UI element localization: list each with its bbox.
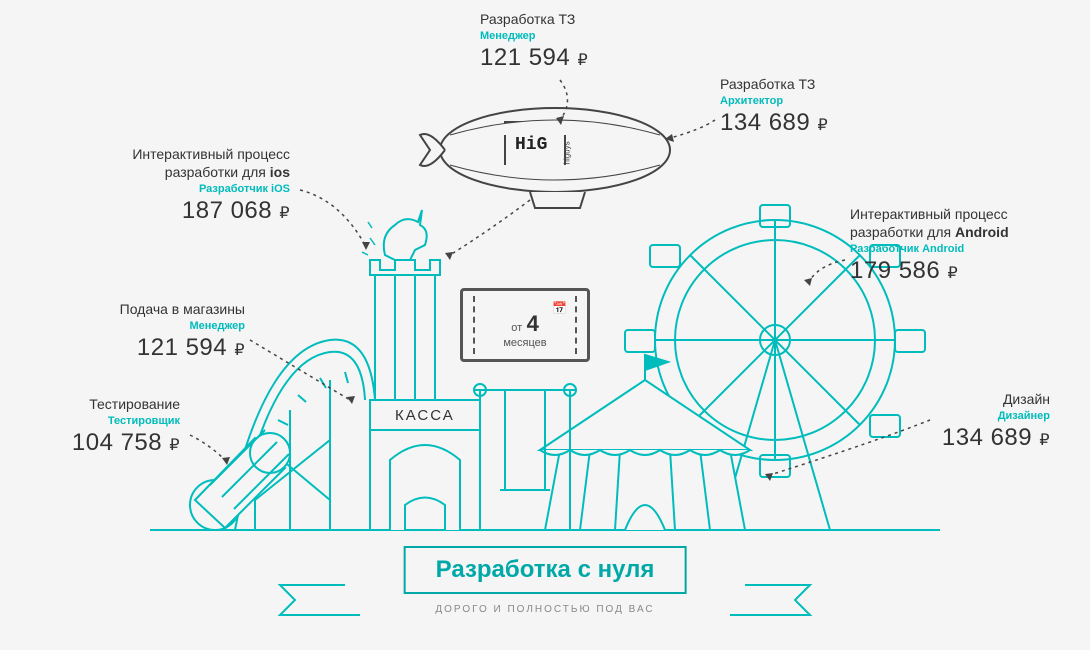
label-design: Дизайн Дизайнер 134 689 ₽ xyxy=(940,390,1050,452)
unicorn-tower-icon xyxy=(362,210,440,400)
label-role: Разработчик iOS xyxy=(100,183,290,195)
main-banner: Разработка с нуля ДОРОГО И ПОЛНОСТЬЮ ПОД… xyxy=(404,546,687,615)
label-title: Интерактивный процесс разработки для ios xyxy=(100,145,290,181)
label-ios: Интерактивный процесс разработки для ios… xyxy=(100,145,290,225)
label-title: Подача в магазины xyxy=(95,300,245,318)
label-testing: Тестирование Тестировщик 104 758 ₽ xyxy=(50,395,180,457)
label-store: Подача в магазины Менеджер 121 594 ₽ xyxy=(95,300,245,362)
label-price: 187 068 ₽ xyxy=(100,197,290,225)
label-role: Дизайнер xyxy=(940,410,1050,422)
label-price: 134 689 ₽ xyxy=(940,424,1050,452)
label-role: Тестировщик xyxy=(50,415,180,427)
label-role: Архитектор xyxy=(720,95,828,107)
kassa-label: КАССА xyxy=(395,407,455,424)
label-title: Разработка ТЗ xyxy=(720,75,828,93)
label-role: Разработчик Android xyxy=(850,243,1060,255)
label-tz-architect: Разработка ТЗ Архитектор 134 689 ₽ xyxy=(720,75,828,137)
label-tz-manager: Разработка ТЗ Менеджер 121 594 ₽ xyxy=(480,10,588,72)
label-price: 121 594 ₽ xyxy=(95,334,245,362)
label-role: Менеджер xyxy=(480,30,588,42)
label-title: Дизайн xyxy=(940,390,1050,408)
label-title: Интерактивный процесс разработки для And… xyxy=(850,205,1060,241)
label-price: 179 586 ₽ xyxy=(850,257,1060,285)
label-title: Тестирование xyxy=(50,395,180,413)
blimp-logo: HiG xyxy=(515,135,547,155)
label-android: Интерактивный процесс разработки для And… xyxy=(850,205,1060,285)
duration-ticket: 📅 от 4 месяцев xyxy=(460,288,590,362)
banner-title: Разработка с нуля xyxy=(404,546,687,594)
label-price: 121 594 ₽ xyxy=(480,44,588,72)
banner-subtitle: ДОРОГО И ПОЛНОСТЬЮ ПОД ВАС xyxy=(404,604,687,615)
label-title: Разработка ТЗ xyxy=(480,10,588,28)
label-price: 134 689 ₽ xyxy=(720,109,828,137)
circus-tent-icon xyxy=(540,355,750,530)
label-price: 104 758 ₽ xyxy=(50,429,180,457)
label-role: Менеджер xyxy=(95,320,245,332)
blimp-sub: higuys xyxy=(563,141,572,164)
blimp-icon xyxy=(420,108,670,208)
